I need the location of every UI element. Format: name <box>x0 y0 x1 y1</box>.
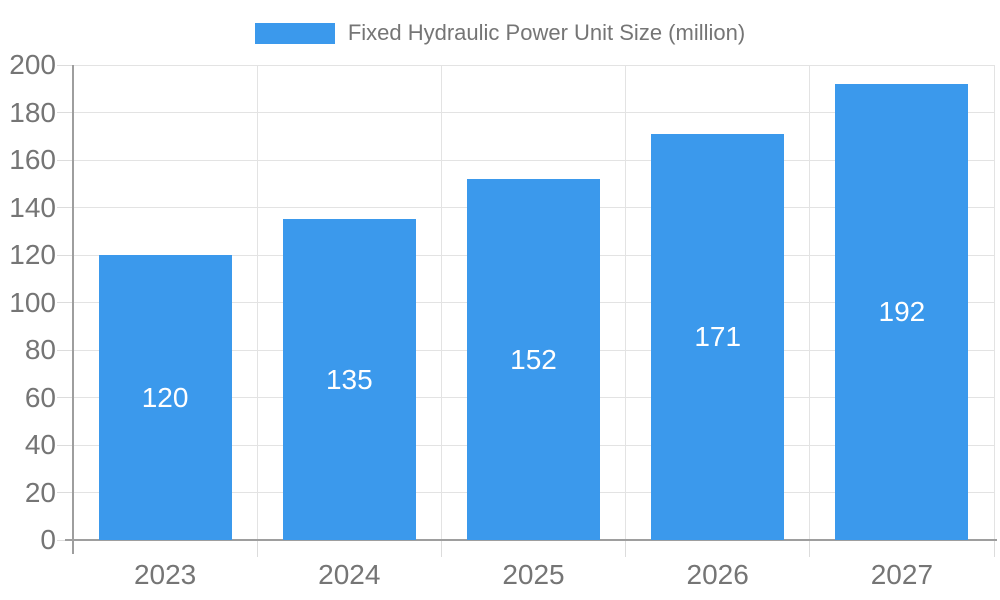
x-axis-tick <box>809 540 811 557</box>
bar[interactable] <box>98 255 232 540</box>
x-axis-tick <box>993 540 995 557</box>
y-axis-tick-label: 20 <box>24 476 56 508</box>
legend[interactable]: Fixed Hydraulic Power Unit Size (million… <box>0 20 1000 46</box>
legend-swatch <box>254 22 335 44</box>
bar-value-label: 135 <box>325 363 373 395</box>
bar[interactable] <box>651 133 785 540</box>
x-axis-tick-label: 2023 <box>133 559 197 590</box>
x-axis-tick <box>440 540 442 557</box>
y-axis-tick <box>57 349 73 351</box>
x-axis-tick-label: 2027 <box>870 559 934 590</box>
legend-label: Fixed Hydraulic Power Unit Size (million… <box>347 20 746 45</box>
y-axis-tick-label: 200 <box>9 49 56 80</box>
y-axis-tick <box>57 302 73 303</box>
bar-value-label: 192 <box>878 296 926 327</box>
y-axis-line <box>72 65 74 554</box>
x-gridline <box>625 65 627 540</box>
x-gridline <box>440 65 442 540</box>
bar[interactable] <box>467 179 600 540</box>
x-gridline <box>809 65 811 540</box>
y-axis-tick-label: 160 <box>9 144 56 175</box>
y-gridline <box>73 159 994 161</box>
y-axis-tick-label: 80 <box>24 334 56 365</box>
y-axis-tick <box>57 492 73 493</box>
bar-value-label: 120 <box>141 381 189 413</box>
x-axis-tick-label: 2024 <box>318 559 381 590</box>
y-axis-tick <box>57 397 73 398</box>
y-axis-tick <box>57 207 73 208</box>
bar[interactable] <box>835 84 969 540</box>
y-axis-tick-label: 100 <box>9 286 56 318</box>
y-axis-tick <box>57 64 73 66</box>
x-axis-tick <box>256 540 258 557</box>
y-axis-tick-label: 40 <box>24 429 56 460</box>
y-axis-tick-label: 60 <box>24 381 56 413</box>
y-axis-tick <box>57 112 73 113</box>
x-axis-tick-label: 2025 <box>502 559 565 590</box>
y-axis-tick <box>57 159 73 161</box>
x-gridline <box>993 65 995 540</box>
bar[interactable] <box>282 219 416 540</box>
x-axis-tick <box>625 540 627 557</box>
y-axis-tick-label: 120 <box>9 239 56 270</box>
x-gridline <box>256 65 258 540</box>
y-axis-tick <box>57 254 73 256</box>
y-axis-tick <box>57 444 73 446</box>
y-axis-tick-label: 0 <box>40 524 56 555</box>
y-gridline <box>73 64 994 66</box>
y-axis-tick-label: 140 <box>9 191 56 223</box>
y-axis-tick-label: 180 <box>9 96 56 128</box>
x-axis-tick-label: 2026 <box>686 559 749 590</box>
y-gridline <box>73 112 994 113</box>
bar-value-label: 152 <box>510 343 557 375</box>
bar-value-label: 171 <box>694 320 742 352</box>
